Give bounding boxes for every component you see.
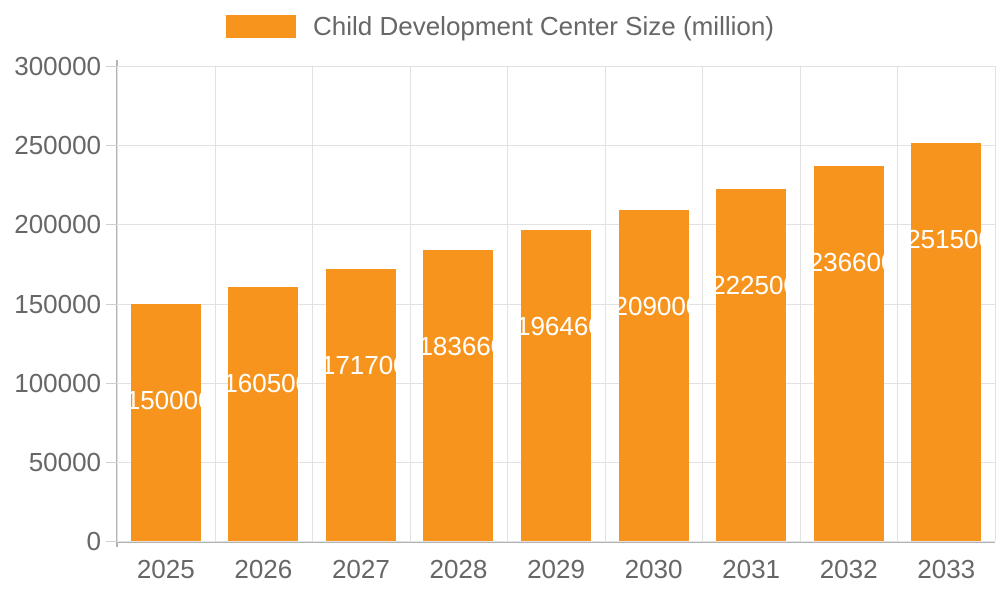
bar-data-label: 196460 bbox=[521, 310, 591, 341]
x-axis-tick-label: 2028 bbox=[429, 554, 488, 584]
x-axis-tick-label: 2031 bbox=[722, 554, 781, 584]
bar[interactable]: 196460 bbox=[521, 229, 591, 541]
y-axis-tick-mark bbox=[106, 66, 117, 67]
bar-data-label: 209000 bbox=[618, 291, 689, 322]
plot-area: 150000 160500 171700 183660 196460 209000 2225… bbox=[117, 66, 996, 542]
bar[interactable]: 209000 bbox=[618, 210, 689, 541]
gridline-horizontal bbox=[117, 145, 995, 147]
gridline-vertical bbox=[507, 66, 508, 541]
x-axis-tick-label: 2029 bbox=[527, 554, 585, 584]
bar-data-label: 251500 bbox=[911, 223, 981, 254]
bar[interactable]: 160500 bbox=[228, 286, 299, 541]
x-axis-tick-label: 2033 bbox=[917, 554, 976, 584]
x-axis-line bbox=[117, 541, 995, 543]
bar[interactable]: 171700 bbox=[325, 269, 396, 541]
gridline-horizontal bbox=[117, 224, 995, 226]
gridline-vertical bbox=[800, 66, 801, 541]
bar[interactable]: 183660 bbox=[423, 250, 494, 541]
x-axis-tick-label: 2030 bbox=[624, 554, 683, 584]
y-axis-tick-mark bbox=[106, 303, 117, 305]
x-axis-tick-label: 2026 bbox=[234, 554, 293, 584]
gridline-vertical bbox=[897, 66, 898, 541]
gridline-vertical bbox=[702, 66, 703, 541]
gridline-vertical bbox=[605, 66, 606, 541]
gridline-vertical bbox=[215, 66, 216, 541]
gridline-horizontal bbox=[117, 66, 995, 67]
y-axis-tick-label: 0 bbox=[86, 526, 101, 556]
bar-data-label: 183660 bbox=[423, 331, 493, 362]
gridline-vertical bbox=[410, 66, 411, 541]
y-axis-tick-label: 50000 bbox=[28, 446, 101, 477]
legend-label: Child Development Center Size (million) bbox=[313, 11, 774, 41]
y-axis-tick-label: 300000 bbox=[14, 51, 101, 81]
y-axis-tick-mark bbox=[106, 461, 117, 463]
y-axis-tick-label: 200000 bbox=[14, 209, 101, 240]
x-axis-tick-label: 2025 bbox=[136, 554, 195, 584]
bar-data-label: 236600 bbox=[813, 247, 884, 278]
y-axis-tick-mark bbox=[106, 224, 117, 226]
bar[interactable]: 222500 bbox=[716, 188, 787, 541]
legend-swatch-icon bbox=[226, 14, 297, 38]
x-axis-tick-label: 2027 bbox=[331, 554, 390, 584]
gridline-vertical bbox=[995, 66, 996, 541]
bar-data-label: 222500 bbox=[716, 269, 786, 300]
gridline-vertical bbox=[117, 66, 118, 541]
x-axis-tick-label: 2032 bbox=[819, 554, 878, 584]
legend-item[interactable]: Child Development Center Size (million) bbox=[226, 13, 774, 39]
gridline-vertical bbox=[312, 66, 313, 541]
y-axis-tick-mark bbox=[106, 145, 117, 147]
y-axis-tick-mark bbox=[106, 541, 117, 542]
bar[interactable]: 251500 bbox=[911, 142, 982, 541]
bar-data-label: 171700 bbox=[325, 350, 396, 381]
bar[interactable]: 236600 bbox=[813, 166, 884, 541]
y-axis-tick-label: 150000 bbox=[14, 288, 101, 319]
bar[interactable]: 150000 bbox=[130, 303, 201, 541]
gridline-horizontal bbox=[117, 541, 995, 542]
bar-data-label: 150000 bbox=[130, 384, 201, 415]
bar-data-label: 160500 bbox=[228, 367, 298, 398]
y-axis-tick-label: 100000 bbox=[14, 367, 101, 398]
chart-legend: Child Development Center Size (million) bbox=[0, 0, 1000, 52]
y-axis-tick-mark bbox=[106, 382, 117, 384]
y-axis-tick-label: 250000 bbox=[14, 130, 101, 161]
